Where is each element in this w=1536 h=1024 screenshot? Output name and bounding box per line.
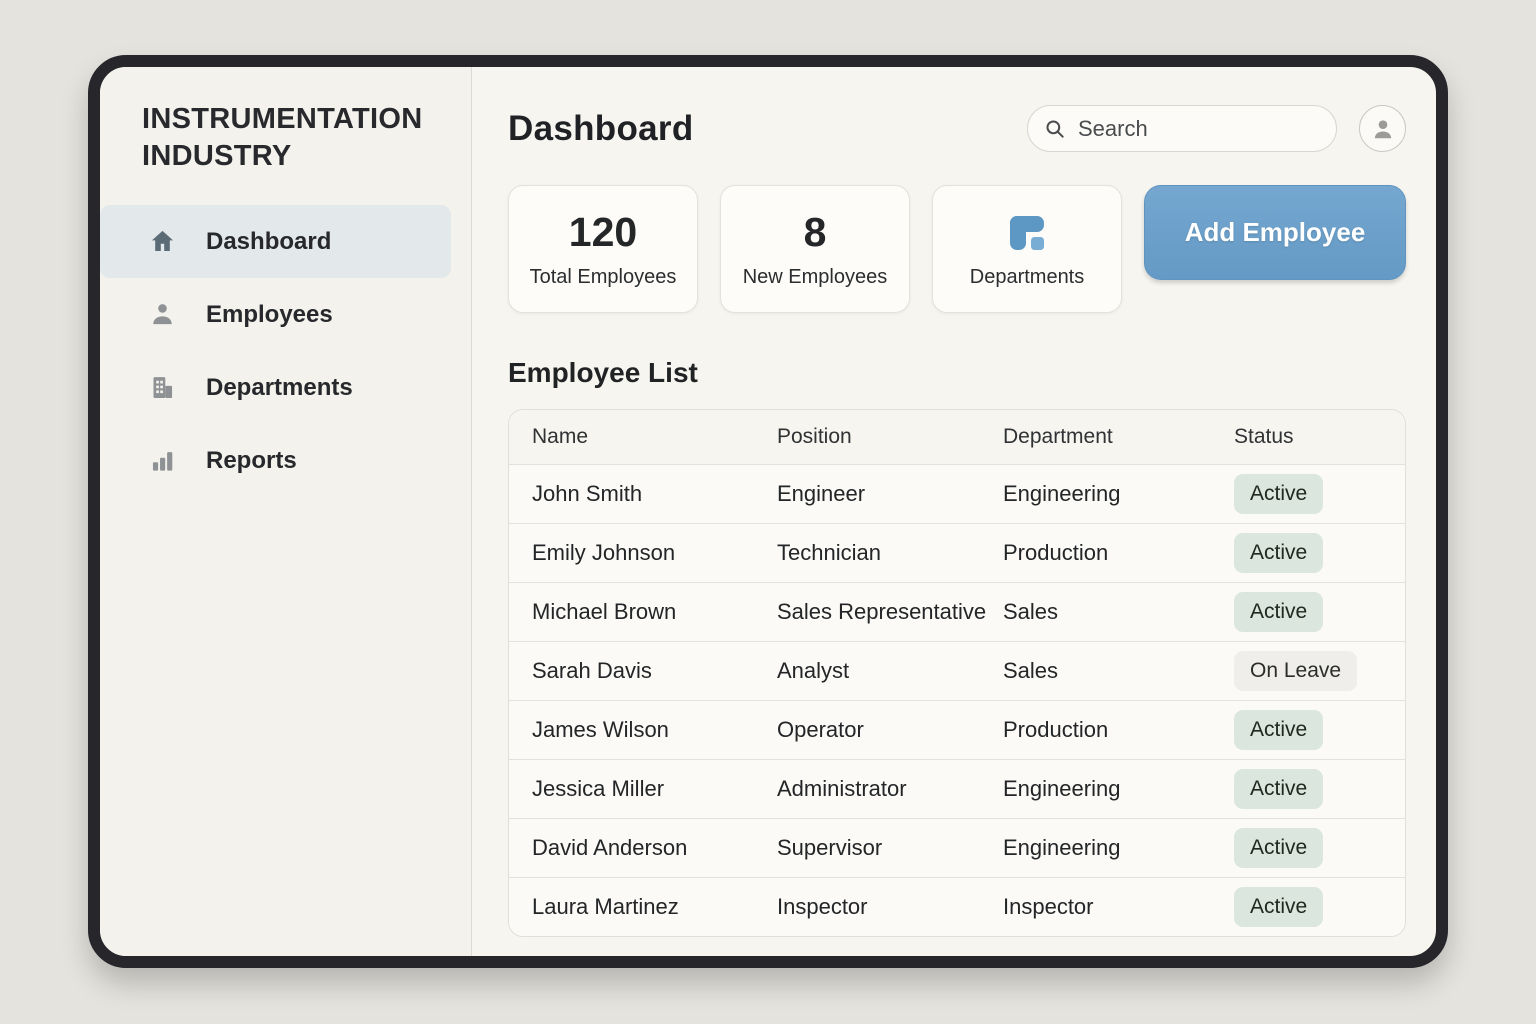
column-header-status: Status xyxy=(1234,425,1294,448)
cell-position: Engineer xyxy=(777,481,866,506)
building-icon xyxy=(148,374,176,402)
stat-card-departments: Departments xyxy=(932,185,1122,313)
sidebar-item-reports[interactable]: Reports xyxy=(100,424,451,497)
brand-title: INSTRUMENTATION INDUSTRY xyxy=(100,101,471,175)
table-row: Jessica Miller Administrator Engineering… xyxy=(509,759,1405,818)
stat-label: Departments xyxy=(969,265,1085,288)
cell-department: Sales xyxy=(1003,658,1059,683)
bar-chart-icon xyxy=(148,447,176,475)
employee-table: Name Position Department Status John Smi… xyxy=(508,409,1406,937)
departments-icon xyxy=(1005,210,1049,256)
cell-name: John Smith xyxy=(532,481,643,506)
column-header-name: Name xyxy=(532,425,589,448)
cell-name: Emily Johnson xyxy=(532,540,676,565)
sidebar-item-departments[interactable]: Departments xyxy=(100,351,451,424)
status-badge: Active xyxy=(1234,592,1324,632)
cell-name: David Anderson xyxy=(532,835,688,860)
cell-department: Production xyxy=(1003,540,1109,565)
stat-value: 120 xyxy=(568,209,638,255)
cell-position: Sales Representative xyxy=(777,599,987,624)
home-icon xyxy=(148,228,176,256)
cell-department: Inspector xyxy=(1003,894,1094,919)
cell-name: Laura Martinez xyxy=(532,894,679,919)
table-row: Michael Brown Sales Representative Sales… xyxy=(509,582,1405,641)
cell-name: Michael Brown xyxy=(532,599,677,624)
column-header-position: Position xyxy=(777,425,852,448)
cell-position: Supervisor xyxy=(777,835,883,860)
status-badge: On Leave xyxy=(1234,651,1358,691)
sidebar: INSTRUMENTATION INDUSTRY Dashboard Emplo… xyxy=(100,67,472,956)
stat-label: Total Employees xyxy=(529,266,677,288)
status-badge: Active xyxy=(1234,828,1324,868)
cell-name: Jessica Miller xyxy=(532,776,665,801)
stat-label: New Employees xyxy=(742,266,888,288)
stat-card-total-employees: 120 Total Employees xyxy=(508,185,698,313)
cell-department: Engineering xyxy=(1003,776,1121,801)
cell-position: Technician xyxy=(777,540,881,565)
stat-card-new-employees: 8 New Employees xyxy=(720,185,910,313)
status-badge: Active xyxy=(1234,533,1324,573)
table-row: Laura Martinez Inspector Inspector Activ… xyxy=(509,877,1405,936)
main-content: Dashboard 120 Total Employees 8 New Empl… xyxy=(472,67,1436,956)
topbar: Dashboard xyxy=(508,105,1406,152)
add-employee-button[interactable]: Add Employee xyxy=(1144,185,1406,280)
cell-position: Analyst xyxy=(777,658,850,683)
cell-department: Sales xyxy=(1003,599,1059,624)
app-window: INSTRUMENTATION INDUSTRY Dashboard Emplo… xyxy=(88,55,1448,968)
status-badge: Active xyxy=(1234,474,1324,514)
cell-position: Operator xyxy=(777,717,864,742)
employee-list-title: Employee List xyxy=(508,357,698,388)
sidebar-item-label: Dashboard xyxy=(206,227,332,255)
sidebar-item-label: Departments xyxy=(206,373,353,401)
stats-row: 120 Total Employees 8 New Employees Depa… xyxy=(508,185,1406,313)
user-icon xyxy=(1374,119,1391,138)
table-row: John Smith Engineer Engineering Active xyxy=(509,464,1405,523)
table-row: David Anderson Supervisor Engineering Ac… xyxy=(509,818,1405,877)
cell-name: James Wilson xyxy=(532,717,669,742)
cell-position: Inspector xyxy=(777,894,868,919)
person-icon xyxy=(148,301,176,329)
sidebar-item-label: Employees xyxy=(206,300,333,328)
stat-value: 8 xyxy=(803,209,827,255)
brand-line-2: INDUSTRY xyxy=(142,140,292,173)
table-header-row: Name Position Department Status xyxy=(509,410,1405,464)
search-box[interactable] xyxy=(1027,105,1337,152)
search-input[interactable] xyxy=(1076,114,1320,143)
sidebar-item-label: Reports xyxy=(206,446,297,474)
table-row: Emily Johnson Technician Production Acti… xyxy=(509,523,1405,582)
table-row: James Wilson Operator Production Active xyxy=(509,700,1405,759)
status-badge: Active xyxy=(1234,769,1324,809)
column-header-department: Department xyxy=(1003,425,1113,448)
table-row: Sarah Davis Analyst Sales On Leave xyxy=(509,641,1405,700)
cell-department: Production xyxy=(1003,717,1109,742)
status-badge: Active xyxy=(1234,887,1324,927)
brand-line-1: INSTRUMENTATION xyxy=(142,103,423,135)
search-icon xyxy=(1044,118,1066,140)
status-badge: Active xyxy=(1234,710,1324,750)
avatar[interactable] xyxy=(1359,105,1406,152)
cell-position: Administrator xyxy=(777,776,907,801)
sidebar-item-dashboard[interactable]: Dashboard xyxy=(100,205,451,279)
page-title: Dashboard xyxy=(508,108,694,148)
cell-department: Engineering xyxy=(1003,481,1121,506)
cell-department: Engineering xyxy=(1003,835,1121,860)
cell-name: Sarah Davis xyxy=(532,658,652,683)
sidebar-item-employees[interactable]: Employees xyxy=(100,278,451,351)
sidebar-nav: Dashboard Employees xyxy=(100,205,471,497)
